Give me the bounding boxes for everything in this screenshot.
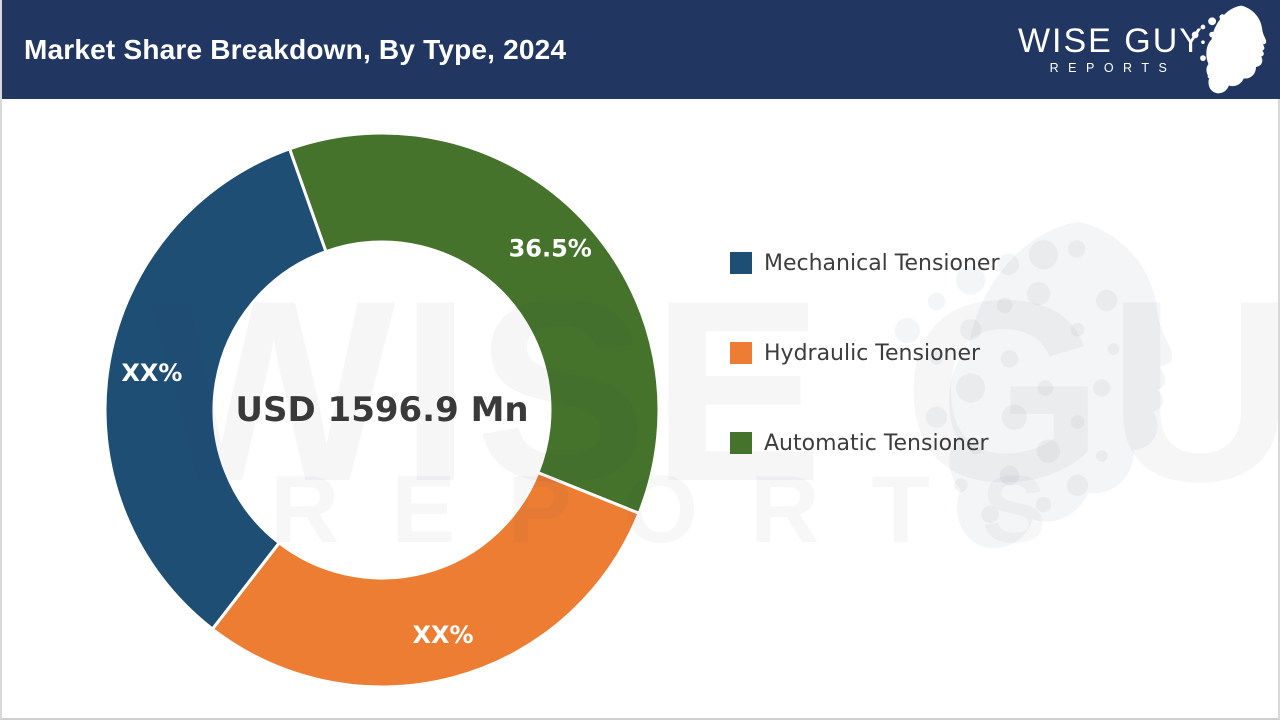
header-bar: Market Share Breakdown, By Type, 2024 WI… [2, 0, 1280, 99]
legend-swatch-hydraulic [730, 342, 752, 364]
legend-item-mechanical: Mechanical Tensioner [730, 248, 1000, 278]
brand-subtitle: REPORTS [1049, 61, 1177, 75]
legend-label-automatic: Automatic Tensioner [764, 430, 989, 456]
brand-wordmark: WISE GUY REPORTS [1018, 24, 1204, 75]
brand-name: WISE GUY [1017, 22, 1204, 60]
segment-percent-label: XX% [121, 359, 182, 387]
legend-item-automatic: Automatic Tensioner [730, 428, 1000, 458]
pie-segment-automatic-tensioner [288, 131, 661, 515]
legend-label-mechanical: Mechanical Tensioner [764, 250, 1000, 276]
segment-percent-label: 36.5% [509, 235, 592, 263]
donut-center-value: USD 1596.9 Mn [235, 390, 528, 430]
legend-swatch-mechanical [730, 252, 752, 274]
segment-percent-label: XX% [412, 621, 473, 649]
pie-segment-hydraulic-tensioner [210, 471, 641, 689]
page-title: Market Share Breakdown, By Type, 2024 [24, 33, 567, 65]
legend-swatch-automatic [730, 432, 752, 454]
donut-chart: 36.5% XX% XX% USD 1596.9 Mn [82, 110, 682, 710]
pie-segment-mechanical-tensioner [103, 147, 328, 631]
chart-legend: Mechanical Tensioner Hydraulic Tensioner… [730, 248, 1000, 518]
brand-logo: WISE GUY REPORTS [1018, 3, 1268, 97]
legend-item-hydraulic: Hydraulic Tensioner [730, 338, 1000, 368]
legend-label-hydraulic: Hydraulic Tensioner [764, 340, 981, 366]
